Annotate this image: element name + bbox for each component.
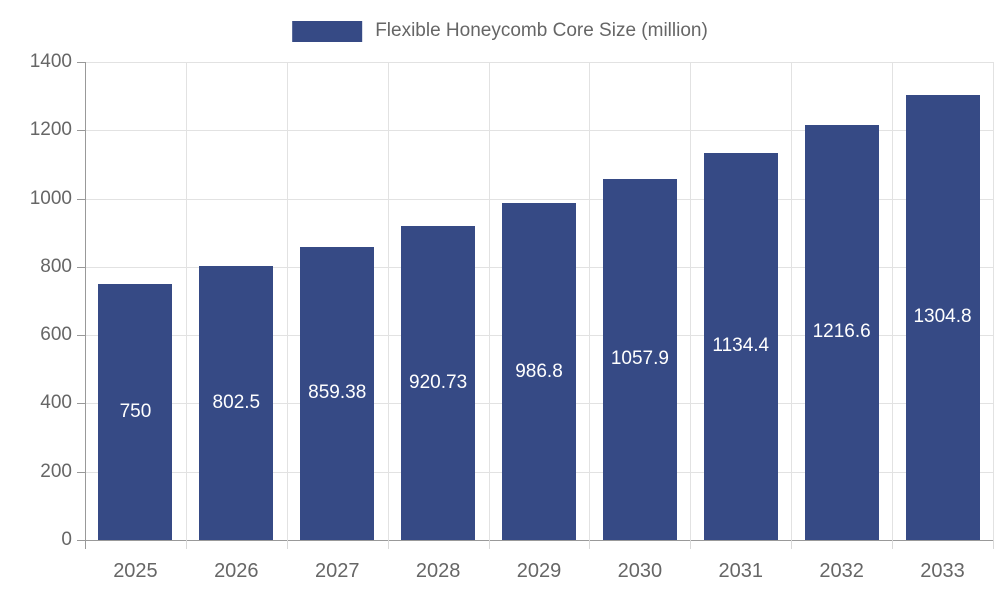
x-tick-mark: [892, 540, 894, 549]
x-tick-mark: [286, 540, 288, 549]
h-gridline: [85, 198, 993, 200]
y-axis-line: [85, 62, 86, 549]
bar-value-label: 986.8: [515, 360, 563, 382]
y-tick-label: 200: [40, 460, 72, 482]
y-tick-label: 800: [40, 255, 72, 277]
bar-value-label: 750: [119, 400, 152, 422]
v-gridline: [690, 62, 692, 540]
y-tick-mark: [77, 335, 85, 337]
x-axis-line: [85, 540, 994, 541]
y-tick-label: 1400: [29, 51, 72, 72]
bar-value-label: 802.5: [212, 391, 261, 413]
bar[interactable]: 859.38: [300, 246, 375, 540]
x-axis-label: 2026: [214, 560, 259, 582]
h-gridline: [85, 62, 993, 63]
y-tick-mark: [77, 403, 85, 405]
bar[interactable]: 920.73: [401, 225, 476, 540]
y-tick-mark: [77, 198, 85, 200]
bar-value-label: 1134.4: [712, 335, 770, 357]
y-tick-label: 1200: [29, 119, 72, 141]
y-tick-label: 0: [61, 529, 72, 550]
v-gridline: [892, 62, 894, 540]
bar[interactable]: 986.8: [502, 203, 576, 540]
x-axis-label: 2028: [415, 560, 461, 582]
bar[interactable]: 1134.4: [703, 152, 778, 540]
v-gridline: [387, 62, 389, 540]
v-gridline: [488, 62, 490, 540]
x-axis-label: 2029: [516, 560, 562, 582]
bar[interactable]: 1057.9: [602, 178, 677, 540]
x-tick-mark: [387, 540, 389, 549]
h-gridline: [85, 130, 993, 132]
bar[interactable]: 1304.8: [905, 94, 980, 540]
bar-value-label: 1216.6: [812, 321, 871, 343]
y-tick-mark: [77, 62, 85, 63]
bar-value-label: 1304.8: [913, 306, 972, 328]
x-axis-label: 2025: [113, 560, 158, 582]
y-tick-mark: [77, 471, 85, 473]
x-tick-mark: [993, 540, 994, 549]
y-tick-mark: [77, 130, 85, 132]
y-tick-label: 600: [40, 324, 72, 346]
x-tick-mark: [185, 540, 187, 549]
y-tick-label: 400: [40, 392, 72, 414]
v-gridline: [286, 62, 288, 540]
v-gridline: [185, 62, 187, 540]
x-axis-label: 2027: [314, 560, 360, 582]
y-tick-label: 1000: [29, 187, 72, 209]
v-gridline: [589, 62, 591, 540]
y-tick-mark: [77, 540, 85, 541]
x-tick-mark: [690, 540, 692, 549]
legend-swatch-icon: [292, 20, 363, 42]
legend-label: Flexible Honeycomb Core Size (million): [375, 20, 708, 41]
legend[interactable]: Flexible Honeycomb Core Size (million): [292, 17, 708, 45]
bar-value-label: 859.38: [308, 382, 367, 404]
x-axis-label: 2033: [920, 560, 965, 582]
bar[interactable]: 750: [98, 283, 173, 540]
x-tick-mark: [488, 540, 490, 549]
bar-value-label: 920.73: [409, 371, 468, 393]
v-gridline: [791, 62, 793, 540]
x-tick-mark: [791, 540, 793, 549]
x-axis-label: 2030: [617, 560, 663, 582]
bar-value-label: 1057.9: [610, 348, 669, 370]
y-tick-mark: [77, 266, 85, 268]
v-gridline: [993, 62, 994, 540]
x-tick-mark: [589, 540, 591, 549]
x-axis-label: 2032: [819, 560, 864, 582]
bar[interactable]: 1216.6: [804, 124, 879, 540]
bar[interactable]: 802.5: [199, 266, 274, 540]
x-axis-label: 2031: [718, 560, 764, 582]
